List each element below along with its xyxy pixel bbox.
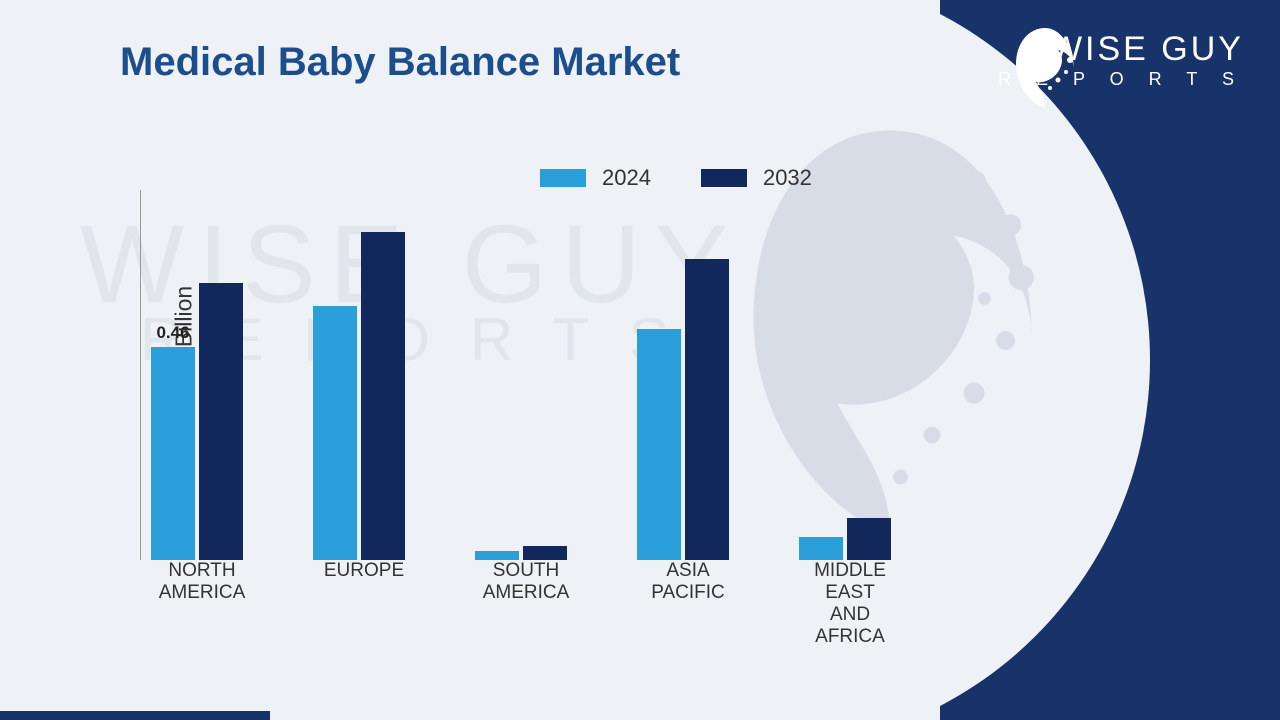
bottom-accent-bar: [0, 711, 270, 720]
plot-area: 0.46: [140, 190, 920, 560]
category-label: ASIAPACIFIC: [623, 560, 753, 604]
bar: [313, 306, 357, 560]
bar: [475, 551, 519, 560]
category-label: EUROPE: [299, 560, 429, 582]
category-label: NORTHAMERICA: [137, 560, 267, 604]
brand-logo-line2: R E P O R T S: [998, 69, 1244, 90]
bar: [799, 537, 843, 560]
bar-chart: Market Size in USD Billion 0.46 NORTHAME…: [100, 160, 920, 680]
bar-value-label: 0.46: [143, 323, 203, 343]
bar: [847, 518, 891, 560]
chart-title: Medical Baby Balance Market: [120, 40, 680, 85]
x-axis: NORTHAMERICA EUROPE SOUTHAMERICA ASIAPACIFI…: [140, 560, 920, 670]
bar: [199, 283, 243, 561]
category-label: SOUTHAMERICA: [461, 560, 591, 604]
brand-logo-line1: WISE GUY: [998, 30, 1244, 69]
brand-logo: WISE GUY R E P O R T S: [998, 30, 1244, 90]
bar: [151, 347, 195, 560]
bar: [361, 232, 405, 560]
bar: [523, 546, 567, 560]
bar: [637, 329, 681, 560]
category-label: MIDDLEEASTANDAFRICA: [785, 560, 915, 647]
right-brand-panel: [940, 0, 1280, 720]
bar: [685, 259, 729, 560]
